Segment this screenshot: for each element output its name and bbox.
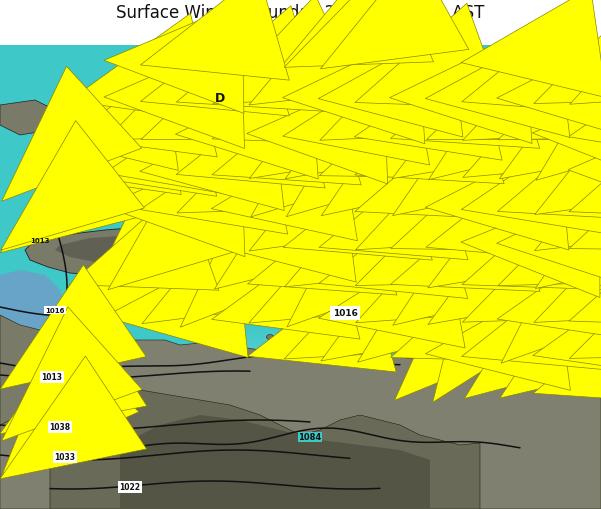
Text: 1022: 1022: [120, 483, 141, 492]
Text: 1013: 1013: [30, 238, 50, 243]
Ellipse shape: [272, 239, 279, 244]
Text: 1016: 1016: [332, 309, 358, 318]
Polygon shape: [165, 91, 260, 128]
Text: D: D: [215, 92, 225, 105]
Ellipse shape: [275, 255, 281, 260]
Polygon shape: [0, 341, 601, 509]
Polygon shape: [0, 101, 55, 136]
Text: Surface Wind on Sunday 23 Mar at 2pm AST: Surface Wind on Sunday 23 Mar at 2pm AST: [117, 4, 484, 22]
Polygon shape: [25, 229, 205, 275]
Polygon shape: [120, 415, 430, 509]
Ellipse shape: [266, 225, 273, 230]
Ellipse shape: [269, 319, 275, 324]
Text: 1016: 1016: [45, 307, 65, 314]
Text: 1013: 1013: [41, 373, 63, 382]
Polygon shape: [312, 94, 380, 124]
Text: 1084: 1084: [298, 433, 322, 442]
Text: 1038: 1038: [49, 422, 70, 432]
Ellipse shape: [264, 351, 272, 356]
Ellipse shape: [270, 303, 278, 308]
Ellipse shape: [275, 271, 281, 276]
Text: Mean Sea Level Pressure Isobars: Mean Sea Level Pressure Isobars: [204, 30, 397, 42]
Text: 1033: 1033: [55, 453, 76, 462]
Polygon shape: [55, 237, 175, 266]
Polygon shape: [492, 96, 580, 126]
Ellipse shape: [266, 335, 273, 340]
Polygon shape: [568, 91, 601, 124]
Polygon shape: [205, 232, 262, 258]
Ellipse shape: [272, 287, 279, 292]
Polygon shape: [0, 316, 75, 425]
Polygon shape: [50, 390, 480, 509]
Polygon shape: [0, 270, 65, 330]
